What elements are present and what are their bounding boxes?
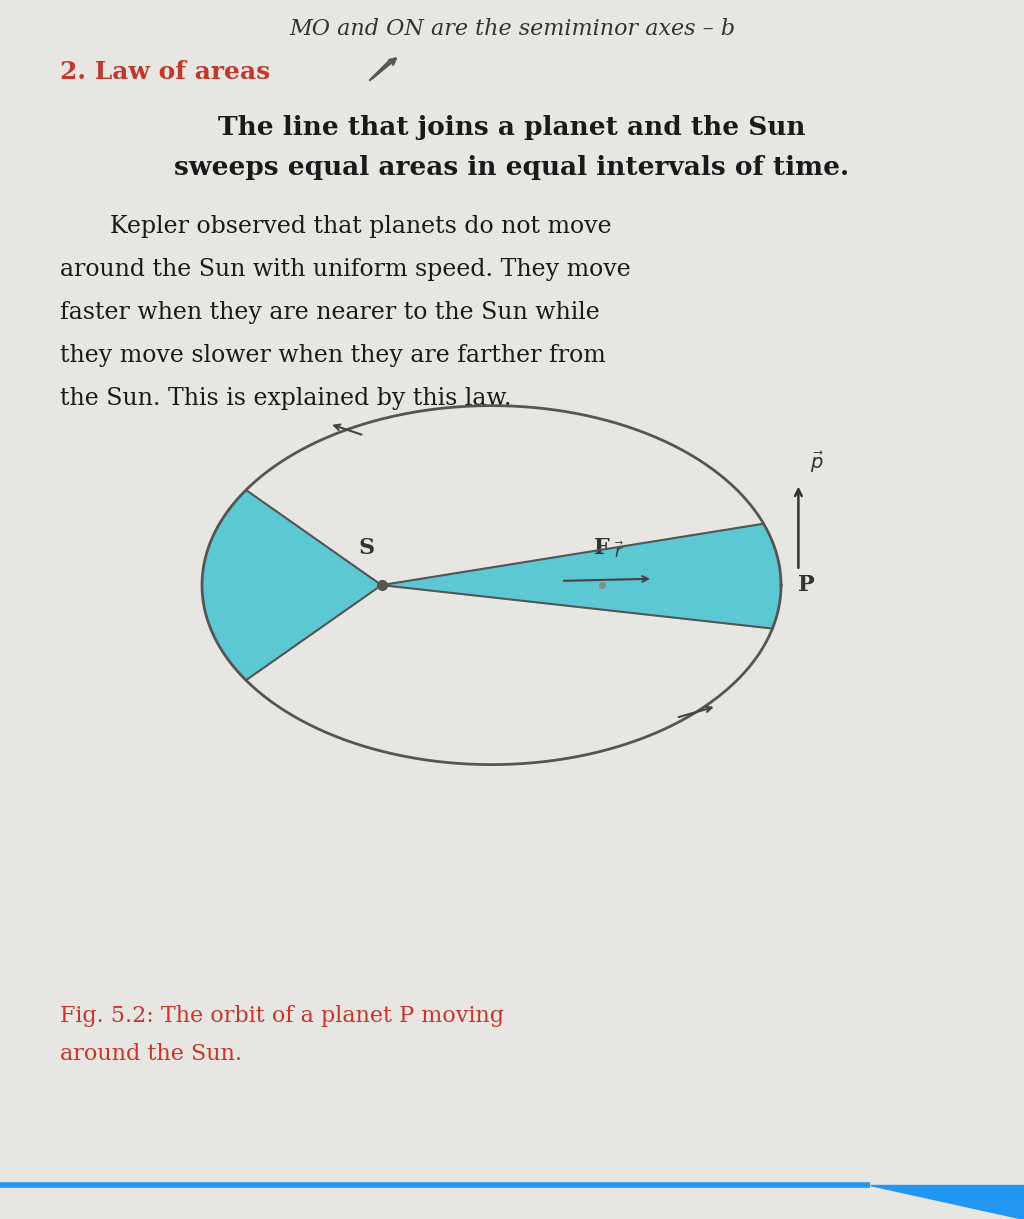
- Text: Fig. 5.2: The orbit of a planet P moving: Fig. 5.2: The orbit of a planet P moving: [60, 1004, 504, 1026]
- Text: around the Sun with uniform speed. They move: around the Sun with uniform speed. They …: [60, 258, 631, 282]
- Text: sweeps equal areas in equal intervals of time.: sweeps equal areas in equal intervals of…: [174, 155, 850, 180]
- Polygon shape: [202, 490, 382, 680]
- Polygon shape: [870, 1185, 1024, 1219]
- Text: around the Sun.: around the Sun.: [60, 1043, 242, 1065]
- Text: faster when they are nearer to the Sun while: faster when they are nearer to the Sun w…: [60, 301, 600, 324]
- Text: the Sun. This is explained by this law.: the Sun. This is explained by this law.: [60, 386, 512, 410]
- Text: Kepler observed that planets do not move: Kepler observed that planets do not move: [110, 215, 611, 238]
- Text: P: P: [799, 574, 815, 596]
- Text: The line that joins a planet and the Sun: The line that joins a planet and the Sun: [218, 115, 806, 140]
- Text: S: S: [359, 538, 375, 560]
- Text: $\vec{p}$: $\vec{p}$: [810, 450, 824, 475]
- Text: 2. Law of areas: 2. Law of areas: [60, 60, 270, 84]
- Text: $\vec{r}$: $\vec{r}$: [613, 542, 624, 562]
- Text: F: F: [594, 538, 609, 560]
- Text: MO and ON are the semiminor axes – b: MO and ON are the semiminor axes – b: [289, 18, 735, 40]
- Polygon shape: [382, 524, 781, 629]
- Text: they move slower when they are farther from: they move slower when they are farther f…: [60, 344, 606, 367]
